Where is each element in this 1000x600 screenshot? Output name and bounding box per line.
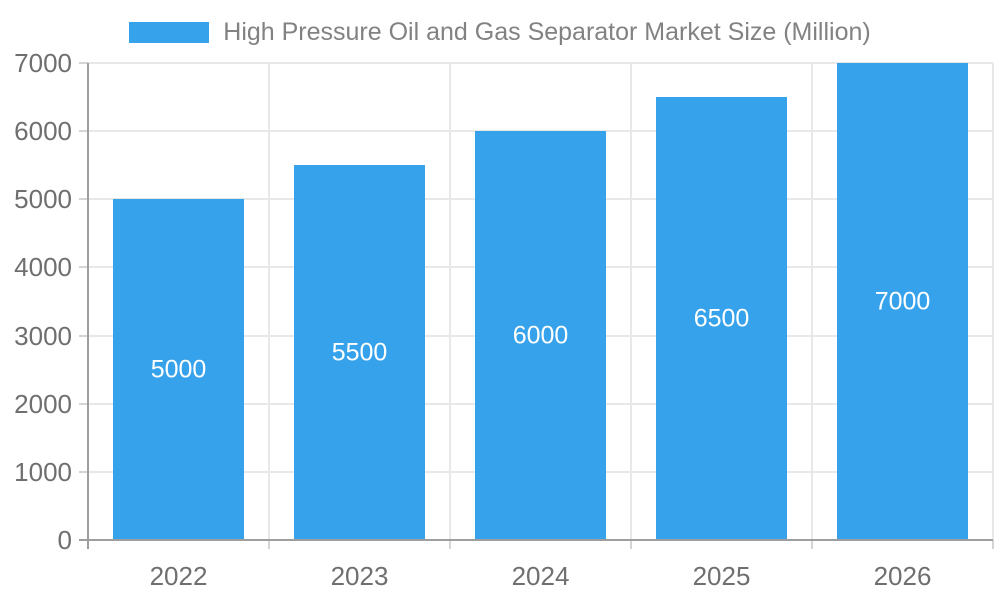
- y-tick-label: 0: [57, 525, 72, 555]
- legend-item[interactable]: High Pressure Oil and Gas Separator Mark…: [129, 17, 871, 47]
- y-tick: [79, 470, 88, 473]
- bar-value-label: 5000: [150, 355, 207, 384]
- x-tick-label: 2022: [149, 561, 208, 591]
- gridline-vertical: [449, 63, 451, 540]
- bar[interactable]: [656, 97, 787, 540]
- y-tick: [79, 266, 88, 269]
- bar[interactable]: [113, 199, 244, 540]
- legend-swatch-icon: [129, 21, 210, 43]
- bar-value-label: 7000: [874, 287, 931, 315]
- y-tick: [79, 62, 88, 64]
- y-tick: [79, 130, 88, 133]
- y-tick-label: 5000: [14, 184, 72, 215]
- bar[interactable]: [294, 165, 425, 540]
- bar-value-label: 5500: [331, 338, 388, 367]
- x-tick-label: 2023: [330, 561, 389, 591]
- x-axis-line: [79, 539, 993, 541]
- y-tick-label: 2000: [14, 388, 72, 419]
- bar[interactable]: [837, 63, 968, 540]
- gridline-vertical: [268, 63, 270, 540]
- x-tick: [992, 540, 994, 549]
- y-tick: [79, 402, 88, 405]
- x-tick-label: 2024: [511, 561, 570, 591]
- bar[interactable]: [475, 131, 606, 540]
- y-tick-label: 3000: [14, 320, 72, 351]
- gridline-horizontal: [88, 62, 993, 64]
- y-tick: [79, 198, 88, 201]
- legend-label: High Pressure Oil and Gas Separator Mark…: [223, 18, 871, 46]
- y-tick-label: 1000: [14, 456, 72, 487]
- y-tick-label: 6000: [14, 116, 72, 147]
- gridline-vertical: [811, 63, 813, 540]
- x-tick: [811, 540, 813, 549]
- y-tick-label: 4000: [14, 252, 72, 283]
- gridline-vertical: [992, 63, 994, 540]
- y-tick: [79, 334, 88, 337]
- x-tick: [268, 540, 270, 549]
- plot-area: 0 1000 2000 3000 4000 5000 6000 7000 5000 2022 550…: [14, 50, 994, 589]
- x-tick: [449, 540, 451, 549]
- legend: High Pressure Oil and Gas Separator Mark…: [0, 17, 1000, 47]
- gridline-vertical: [630, 63, 632, 540]
- bar-value-label: 6500: [693, 304, 750, 333]
- gridline-horizontal: [88, 130, 993, 133]
- y-axis-line: [87, 63, 89, 549]
- x-tick-label: 2025: [692, 561, 751, 591]
- x-tick-label: 2026: [873, 561, 932, 591]
- y-tick-label: 7000: [14, 48, 72, 78]
- bar-value-label: 6000: [512, 321, 569, 350]
- x-tick: [630, 540, 632, 549]
